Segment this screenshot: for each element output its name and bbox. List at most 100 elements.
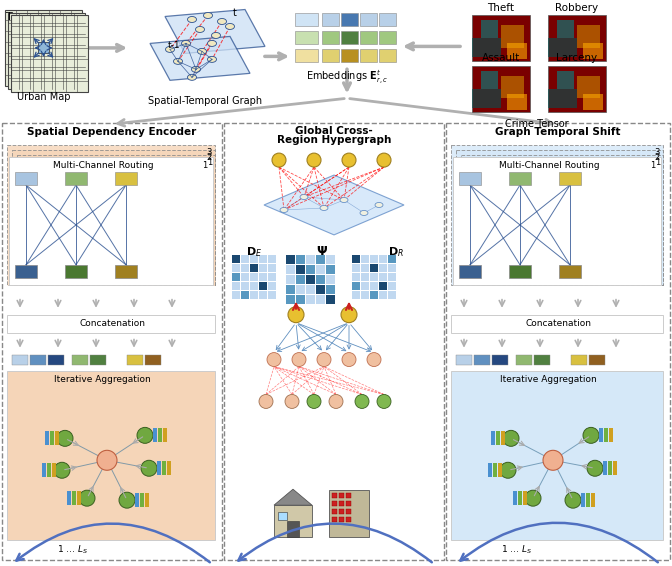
Ellipse shape (204, 12, 212, 19)
Bar (361, 291, 369, 299)
Bar (77, 491, 81, 505)
Bar (50, 431, 54, 445)
Bar (379, 282, 387, 290)
Text: t-1: t-1 (168, 41, 181, 50)
Ellipse shape (320, 205, 328, 211)
Bar (507, 94, 527, 110)
Bar (581, 493, 585, 507)
Bar (583, 94, 603, 110)
Text: $\mathbf{D}_R$: $\mathbf{D}_R$ (388, 245, 404, 259)
Bar (548, 15, 606, 61)
Bar (15, 265, 37, 278)
Bar (241, 273, 249, 281)
Bar (453, 157, 661, 285)
Bar (65, 172, 87, 185)
Bar (472, 38, 501, 57)
Bar (361, 264, 369, 272)
Text: 1 ... $L_S$: 1 ... $L_S$ (501, 544, 532, 556)
Ellipse shape (165, 46, 175, 53)
Ellipse shape (226, 23, 235, 29)
Ellipse shape (187, 74, 196, 80)
Ellipse shape (181, 40, 190, 46)
Bar (2, 123, 222, 560)
Text: Spatial Dependency Encoder: Spatial Dependency Encoder (28, 127, 197, 137)
Bar (250, 255, 258, 263)
Text: Concatenation: Concatenation (79, 319, 145, 328)
Bar (232, 282, 240, 290)
Text: 1: 1 (650, 161, 655, 170)
Bar (451, 315, 663, 333)
Circle shape (54, 462, 70, 478)
Bar (322, 14, 339, 27)
Bar (241, 255, 249, 263)
Text: Embeddings $\mathbf{E}^{t}_{r,c}$: Embeddings $\mathbf{E}^{t}_{r,c}$ (306, 70, 388, 87)
Bar (295, 14, 318, 27)
Bar (268, 282, 276, 290)
Bar (571, 354, 587, 365)
Circle shape (292, 353, 306, 367)
Bar (306, 265, 315, 274)
Bar (268, 264, 276, 272)
Bar (286, 285, 295, 294)
Text: T: T (6, 11, 13, 22)
Text: 3: 3 (655, 148, 660, 157)
Bar (329, 490, 369, 537)
Circle shape (317, 353, 331, 367)
Bar (278, 512, 288, 520)
Ellipse shape (208, 40, 216, 46)
Text: Concatenation: Concatenation (525, 319, 591, 328)
Bar (507, 43, 527, 59)
Bar (259, 264, 267, 272)
Text: Multi-Channel Routing: Multi-Channel Routing (52, 161, 153, 170)
Bar (480, 20, 498, 38)
Text: t: t (233, 7, 237, 18)
Ellipse shape (360, 211, 368, 216)
Text: Graph Temporal Shift: Graph Temporal Shift (495, 127, 621, 137)
Bar (472, 66, 530, 112)
Ellipse shape (340, 198, 348, 203)
Ellipse shape (375, 203, 383, 208)
Bar (459, 265, 481, 278)
Bar (250, 291, 258, 299)
Text: $\mathbf{D}_E$: $\mathbf{D}_E$ (246, 245, 262, 259)
Bar (145, 493, 149, 507)
Bar (556, 20, 574, 38)
Bar (388, 255, 396, 263)
Bar (379, 49, 396, 62)
Bar (38, 42, 49, 53)
Circle shape (57, 430, 73, 447)
Polygon shape (165, 10, 265, 53)
Bar (474, 354, 490, 365)
Bar (306, 295, 315, 304)
Bar (496, 431, 500, 445)
Bar (379, 14, 396, 27)
Bar (157, 461, 161, 475)
Bar (603, 461, 607, 475)
Text: Urban Map: Urban Map (17, 92, 71, 102)
Text: Theft: Theft (487, 2, 515, 12)
Bar (352, 291, 360, 299)
Bar (11, 15, 88, 92)
Bar (42, 464, 46, 477)
Bar (55, 431, 59, 445)
Bar (501, 75, 524, 98)
Bar (232, 255, 240, 263)
Bar (306, 255, 315, 264)
Bar (326, 285, 335, 294)
Bar (339, 509, 344, 514)
Circle shape (307, 153, 321, 167)
Bar (352, 255, 360, 263)
Bar (12, 354, 28, 365)
Bar (548, 38, 577, 57)
Bar (72, 354, 88, 365)
Bar (509, 265, 531, 278)
Bar (250, 273, 258, 281)
Bar (346, 517, 351, 522)
Bar (388, 291, 396, 299)
Bar (268, 291, 276, 299)
Bar (268, 273, 276, 281)
Bar (9, 157, 213, 285)
Bar (379, 255, 387, 263)
Text: Robbery: Robbery (556, 2, 599, 12)
Bar (498, 464, 502, 477)
